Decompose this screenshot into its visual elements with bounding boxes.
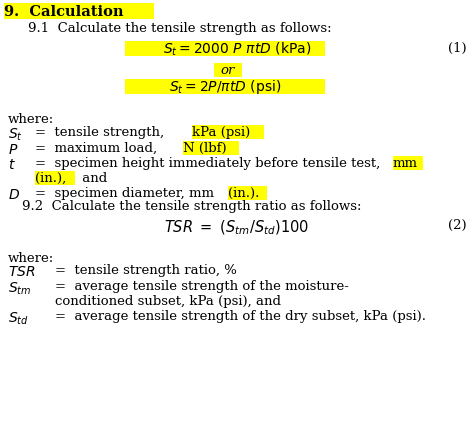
FancyBboxPatch shape — [125, 80, 325, 95]
Text: $S_t = 2P/\pi tD\ \mathrm{(psi)}$: $S_t = 2P/\pi tD\ \mathrm{(psi)}$ — [169, 78, 281, 96]
Text: and: and — [78, 172, 107, 184]
Text: $D$: $D$ — [8, 187, 20, 201]
Text: =  specimen diameter, mm: = specimen diameter, mm — [35, 187, 214, 199]
Text: =  average tensile strength of the dry subset, kPa (psi).: = average tensile strength of the dry su… — [55, 309, 426, 322]
FancyBboxPatch shape — [4, 4, 154, 20]
Text: or: or — [221, 64, 235, 77]
FancyBboxPatch shape — [192, 126, 264, 140]
Text: (in.),: (in.), — [35, 172, 66, 184]
Text: kPa (psi): kPa (psi) — [192, 126, 250, 139]
Text: 9.2  Calculate the tensile strength ratio as follows:: 9.2 Calculate the tensile strength ratio… — [22, 199, 362, 213]
Text: mm: mm — [393, 157, 418, 170]
Text: $S_{td}$: $S_{td}$ — [8, 310, 29, 327]
Text: $S_t = 2000\ P\ \pi tD\ \mathrm{(kPa)}$: $S_t = 2000\ P\ \pi tD\ \mathrm{(kPa)}$ — [163, 41, 311, 58]
Text: $S_t$: $S_t$ — [8, 127, 23, 143]
Text: $S_{tm}$: $S_{tm}$ — [8, 280, 31, 296]
FancyBboxPatch shape — [125, 42, 325, 57]
Text: conditioned subset, kPa (psi), and: conditioned subset, kPa (psi), and — [55, 294, 281, 307]
Text: $TSR\ =\ (S_{tm}/S_{td})100$: $TSR\ =\ (S_{tm}/S_{td})100$ — [164, 218, 310, 237]
Text: 9.  Calculation: 9. Calculation — [4, 5, 124, 19]
FancyBboxPatch shape — [393, 157, 423, 170]
FancyBboxPatch shape — [35, 172, 75, 186]
Text: where:: where: — [8, 251, 54, 265]
Text: N (lbf): N (lbf) — [183, 142, 227, 155]
Text: =  tensile strength ratio, %: = tensile strength ratio, % — [55, 263, 237, 276]
Text: where:: where: — [8, 113, 54, 126]
Text: =  average tensile strength of the moisture-: = average tensile strength of the moistu… — [55, 279, 349, 292]
Text: (in.).: (in.). — [228, 187, 259, 199]
FancyBboxPatch shape — [228, 187, 267, 201]
Text: =  specimen height immediately before tensile test,: = specimen height immediately before ten… — [35, 157, 380, 170]
Text: (2): (2) — [448, 218, 466, 231]
FancyBboxPatch shape — [214, 64, 242, 78]
Text: $t$: $t$ — [8, 158, 16, 172]
Text: $TSR$: $TSR$ — [8, 265, 36, 278]
Text: =  tensile strength,: = tensile strength, — [35, 126, 164, 139]
Text: $P$: $P$ — [8, 143, 18, 157]
Text: (1): (1) — [448, 42, 466, 55]
Text: 9.1  Calculate the tensile strength as follows:: 9.1 Calculate the tensile strength as fo… — [28, 22, 332, 35]
FancyBboxPatch shape — [183, 142, 239, 155]
Text: =  maximum load,: = maximum load, — [35, 142, 157, 155]
